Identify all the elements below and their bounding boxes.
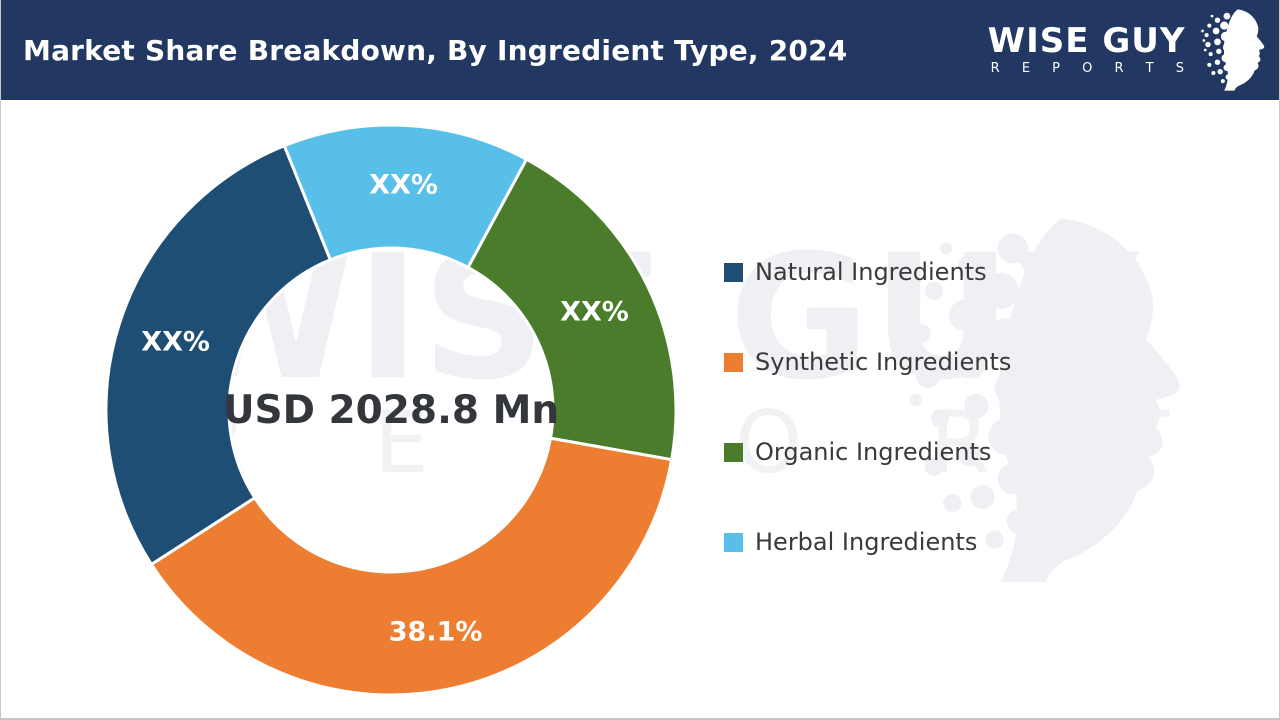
legend-swatch-organic bbox=[724, 442, 743, 462]
header-bar: Market Share Breakdown, By Ingredient Ty… bbox=[1, 0, 1279, 100]
slice-label-synthetic: 38.1% bbox=[389, 617, 483, 648]
legend-item-synthetic[interactable]: Synthetic Ingredients bbox=[724, 317, 1011, 407]
chart-legend: Natural Ingredients Synthetic Ingredients… bbox=[724, 227, 1011, 587]
donut-slice-organic[interactable] bbox=[466, 157, 678, 462]
legend-label-natural: Natural Ingredients bbox=[755, 258, 987, 286]
legend-label-organic: Organic Ingredients bbox=[755, 438, 992, 466]
donut-slice-natural[interactable] bbox=[104, 144, 332, 566]
logo-text: WISE GUY R E P O R T S bbox=[988, 24, 1193, 76]
logo-reports-text: R E P O R T S bbox=[990, 61, 1193, 76]
legend-swatch-natural bbox=[724, 262, 743, 282]
chart-center-value: USD 2028.8 Mn bbox=[223, 388, 559, 433]
legend-label-synthetic: Synthetic Ingredients bbox=[755, 348, 1012, 376]
legend-item-herbal[interactable]: Herbal Ingredients bbox=[724, 497, 1011, 587]
slice-label-organic: XX% bbox=[560, 297, 629, 328]
legend-label-herbal: Herbal Ingredients bbox=[755, 528, 978, 556]
slice-label-herbal: XX% bbox=[369, 169, 438, 200]
donut-slice-synthetic[interactable] bbox=[149, 436, 674, 697]
legend-swatch-herbal bbox=[724, 532, 743, 552]
legend-item-natural[interactable]: Natural Ingredients bbox=[724, 227, 1011, 317]
legend-swatch-synthetic bbox=[724, 352, 743, 372]
report-title: Market Share Breakdown, By Ingredient Ty… bbox=[23, 33, 848, 67]
logo-wordmark: WISE GUY bbox=[987, 21, 1186, 61]
slice-label-natural: XX% bbox=[141, 327, 210, 358]
wise-guy-face-icon bbox=[1201, 9, 1265, 91]
wise-guy-logo: WISE GUY R E P O R T S bbox=[988, 4, 1267, 96]
legend-item-organic[interactable]: Organic Ingredients bbox=[724, 407, 1011, 497]
